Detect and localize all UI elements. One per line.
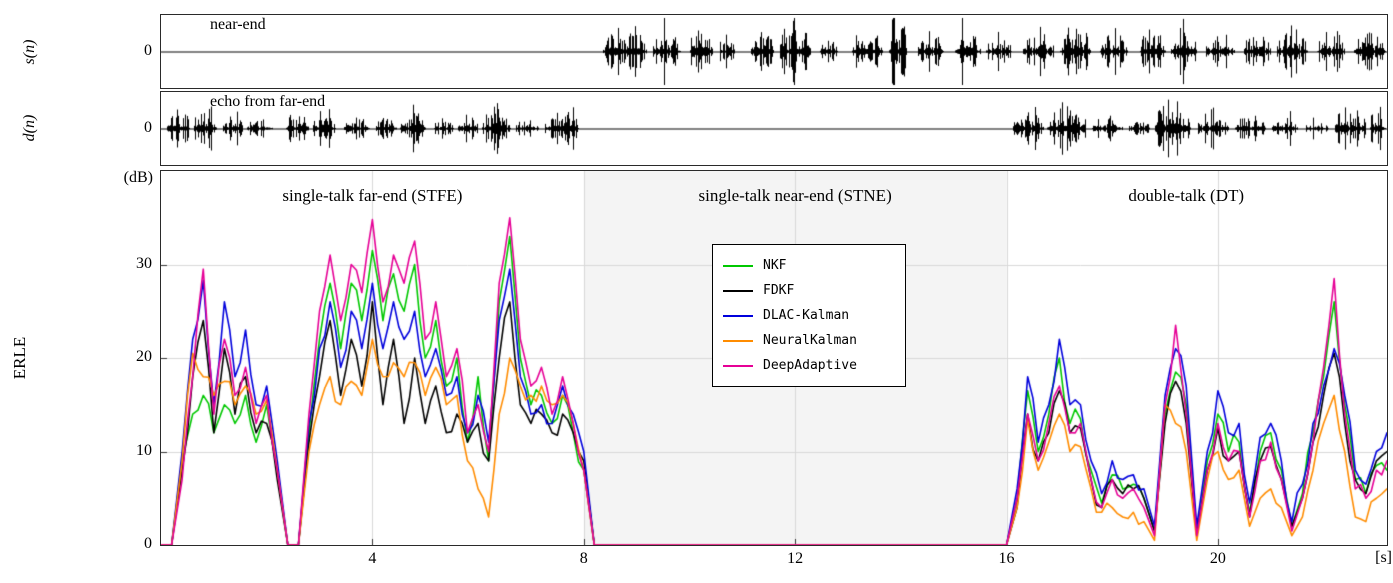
near-end-waveform-canvas (161, 15, 1387, 88)
x-tick-label: 12 (787, 550, 804, 567)
erle-plot-panel (160, 170, 1388, 546)
region-label-stne: single-talk near-end (STNE) (698, 186, 892, 205)
y-tick-label: 10 (136, 441, 152, 459)
x-tick-label: 16 (998, 550, 1015, 567)
region-label-stfe: single-talk far-end (STFE) (282, 186, 463, 205)
legend-item-nkf: NKF (723, 253, 895, 278)
near-end-panel-title: near-end (210, 16, 266, 33)
legend-color-swatch-nkf (723, 264, 753, 267)
legend-item-neuralkalman: NeuralKalman (723, 328, 895, 353)
legend-label-fdkf: FDKF (763, 283, 795, 298)
near-end-axis-label: s(n) (21, 39, 38, 65)
y-tick-label: 0 (144, 535, 152, 552)
echo-waveform-canvas (161, 92, 1387, 165)
x-tick-label: 8 (579, 550, 588, 567)
near-end-waveform-panel (160, 14, 1388, 89)
legend-color-swatch-neuralkalman (723, 339, 753, 342)
x-tick-label: 20 (1209, 550, 1226, 567)
y-tick-label: 30 (136, 254, 152, 272)
legend-color-swatch-fdkf (723, 289, 753, 292)
legend-label-nkf: NKF (763, 258, 787, 273)
erle-axis-label: ERLE (10, 336, 29, 380)
echo-axis-label: d(n) (21, 114, 38, 142)
y-tick-label: 20 (136, 348, 152, 365)
legend-item-deepadaptive: DeepAdaptive (723, 353, 895, 378)
legend-label-deepadaptive: DeepAdaptive (763, 358, 857, 373)
echo-waveform-panel (160, 91, 1388, 166)
region-label-dt: double-talk (DT) (1128, 186, 1245, 205)
legend-item-fdkf: FDKF (723, 278, 895, 303)
x-tick-label: 4 (368, 550, 377, 567)
legend-color-swatch-dlac-kalman (723, 314, 753, 317)
legend-item-dlac-kalman: DLAC-Kalman (723, 303, 895, 328)
legend-color-swatch-deepadaptive (723, 364, 753, 367)
echo-panel-title: echo from far-end (210, 93, 326, 110)
legend: NKF FDKF DLAC-Kalman NeuralKalman DeepAd… (712, 244, 906, 387)
legend-label-neuralkalman: NeuralKalman (763, 333, 857, 348)
echo-zero-tick: 0 (144, 119, 152, 136)
near-end-zero-tick: 0 (144, 42, 152, 59)
legend-label-dlac-kalman: DLAC-Kalman (763, 308, 850, 323)
seconds-unit-label: [s] (1375, 549, 1392, 566)
db-unit-label: (dB) (123, 169, 153, 186)
